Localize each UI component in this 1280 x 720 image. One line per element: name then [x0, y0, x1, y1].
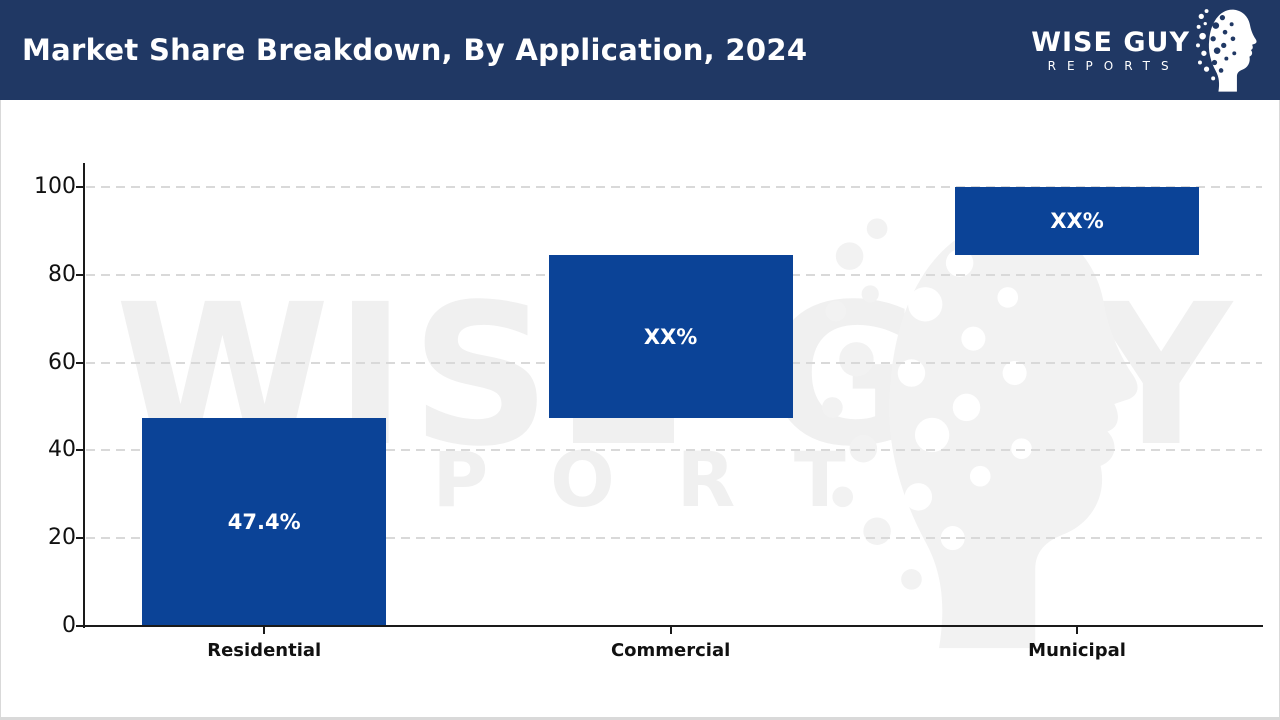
y-axis-line — [83, 163, 85, 628]
bar-municipal: XX% — [955, 187, 1200, 256]
y-tick-mark — [76, 361, 84, 364]
page-title: Market Share Breakdown, By Application, … — [22, 33, 808, 67]
x-tick-mark — [1076, 626, 1079, 634]
bar-value-label: XX% — [643, 324, 698, 349]
brand-logo-text: WISE GUY REPORTS — [1031, 29, 1190, 72]
y-tick-label: 20 — [48, 525, 76, 551]
y-tick-label: 80 — [48, 261, 76, 287]
gridline-100 — [86, 186, 1262, 189]
gridline-20 — [86, 537, 1262, 540]
x-tick-mark — [669, 626, 672, 634]
y-tick-mark — [76, 449, 84, 452]
header-bar: Market Share Breakdown, By Application, … — [0, 0, 1280, 100]
bar-value-label: 47.4% — [227, 509, 301, 534]
y-tick-label: 60 — [48, 349, 76, 375]
y-tick-mark — [76, 625, 84, 627]
gridline-40 — [86, 449, 1262, 452]
y-tick-mark — [76, 273, 84, 276]
brand-name: WISE GUY — [1031, 26, 1190, 58]
x-category-label: Municipal — [1028, 640, 1126, 661]
bar-residential: 47.4% — [142, 417, 387, 626]
y-tick-mark — [76, 186, 84, 189]
brand-subname: REPORTS — [1047, 58, 1180, 73]
y-tick-mark — [76, 537, 84, 540]
brand-face-icon — [1196, 9, 1257, 92]
x-category-label: Commercial — [610, 640, 731, 661]
x-axis-line — [83, 625, 1263, 627]
y-tick-label: 0 — [62, 613, 76, 638]
x-tick-mark — [263, 626, 266, 634]
y-tick-label: 100 — [34, 174, 76, 200]
brand-logo: WISE GUY REPORTS — [1031, 7, 1262, 93]
bar-value-label: XX% — [1050, 209, 1104, 234]
bar-commercial: XX% — [548, 255, 793, 418]
x-category-label: Residential — [207, 640, 322, 661]
y-tick-label: 40 — [48, 437, 76, 463]
